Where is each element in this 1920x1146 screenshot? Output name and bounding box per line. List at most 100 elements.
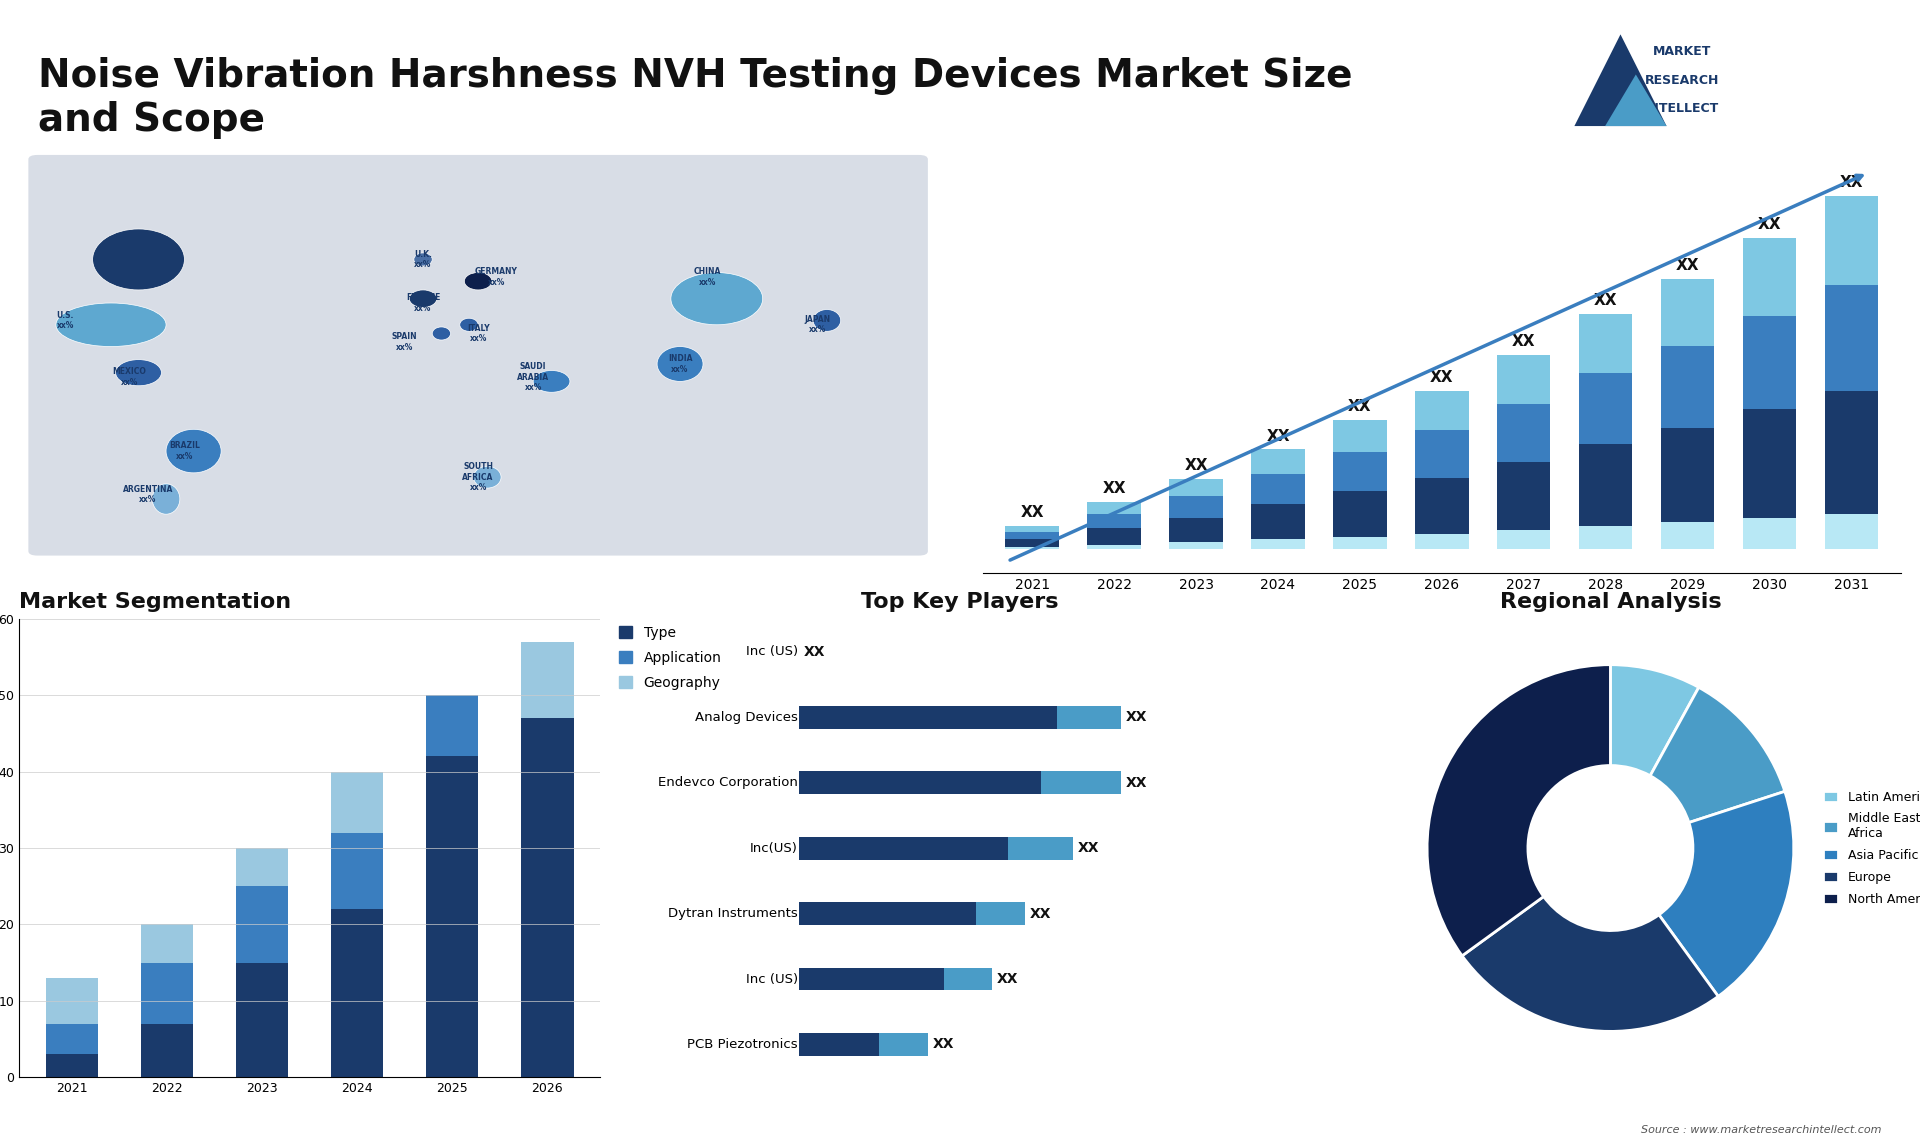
Text: XX: XX [1265,429,1290,444]
Bar [1008,837,1073,860]
Text: XX: XX [804,644,826,659]
Bar [1006,539,1058,549]
Bar [140,925,194,963]
Bar [1252,540,1304,549]
Bar [1498,531,1551,549]
FancyBboxPatch shape [29,155,927,556]
Text: RESEARCH: RESEARCH [1645,73,1718,87]
Text: XX: XX [1127,776,1148,790]
Bar [1169,479,1223,496]
Bar [1041,771,1121,794]
Wedge shape [1611,665,1699,776]
Bar [945,967,993,990]
Text: Source : www.marketresearchintellect.com: Source : www.marketresearchintellect.com [1642,1124,1882,1135]
Bar [799,706,1056,729]
Bar [1006,526,1058,532]
Text: SPAIN
xx%: SPAIN xx% [392,332,417,352]
Ellipse shape [432,327,451,340]
Bar [1743,518,1797,549]
Text: XX: XX [933,1037,954,1052]
Bar [1743,315,1797,409]
Bar [520,642,574,719]
Text: XX: XX [1127,711,1148,724]
Text: SOUTH
AFRICA
xx%: SOUTH AFRICA xx% [463,462,493,492]
Bar [1087,528,1140,549]
Text: XX: XX [996,972,1020,986]
Bar [1056,706,1121,729]
Bar [1332,492,1386,549]
Bar [1826,196,1878,284]
Text: CHINA
xx%: CHINA xx% [693,267,722,286]
Bar [1169,518,1223,549]
Text: Inc (US): Inc (US) [745,645,799,658]
Bar [1087,515,1140,528]
Text: XX: XX [1185,458,1208,473]
Text: SAUDI
ARABIA
xx%: SAUDI ARABIA xx% [516,362,549,392]
Bar [46,1054,98,1077]
Bar [1826,284,1878,391]
Ellipse shape [465,273,492,290]
Text: Market Segmentation: Market Segmentation [19,591,292,612]
Bar [975,902,1025,925]
Text: Endevco Corporation: Endevco Corporation [659,776,799,790]
Bar [1332,453,1386,492]
Text: XX: XX [1077,841,1100,855]
Bar [1661,346,1715,427]
Text: Analog Devices: Analog Devices [695,711,799,723]
Ellipse shape [165,430,221,473]
Text: XX: XX [1759,217,1782,231]
Text: XX: XX [1430,370,1453,385]
Bar [426,696,478,756]
Bar [1169,542,1223,549]
Bar [140,963,194,1023]
Text: XX: XX [1513,335,1536,350]
Ellipse shape [92,229,184,290]
Ellipse shape [56,303,165,346]
Wedge shape [1427,665,1611,956]
Bar [1087,502,1140,515]
Bar [1169,496,1223,518]
Title: Top Key Players: Top Key Players [862,591,1058,612]
Text: XX: XX [1348,399,1371,414]
Text: GERMANY
xx%: GERMANY xx% [474,267,518,286]
Text: CANADA
xx%: CANADA xx% [111,250,148,269]
Text: FRANCE
xx%: FRANCE xx% [405,293,440,313]
Text: XX: XX [1020,505,1044,520]
Ellipse shape [814,309,841,331]
Bar [1578,526,1632,549]
Text: U.S.
xx%: U.S. xx% [56,311,73,330]
Text: Inc (US): Inc (US) [745,973,799,986]
Bar [799,837,1008,860]
Wedge shape [1649,688,1786,823]
Bar [1415,478,1469,549]
Bar [1826,391,1878,549]
Bar [1498,462,1551,549]
Bar [236,848,288,886]
Bar [140,1023,194,1077]
Bar [879,1033,927,1055]
Bar [330,909,384,1077]
Bar [1826,515,1878,549]
Bar [520,719,574,1077]
Bar [46,978,98,1023]
Bar [1661,523,1715,549]
Wedge shape [1463,896,1718,1031]
Ellipse shape [409,290,438,307]
Text: Dytran Instruments: Dytran Instruments [668,906,799,920]
Text: BRAZIL
xx%: BRAZIL xx% [169,441,200,461]
Bar [799,902,975,925]
Text: XX: XX [1594,293,1617,308]
Bar [1252,474,1304,504]
Bar [330,833,384,909]
Bar [236,886,288,963]
Text: INDIA
xx%: INDIA xx% [668,354,693,374]
Ellipse shape [152,484,180,515]
Text: XX: XX [1839,175,1864,190]
Legend: Latin America, Middle East &
Africa, Asia Pacific, Europe, North America: Latin America, Middle East & Africa, Asi… [1822,791,1920,905]
Legend: Type, Application, Geography: Type, Application, Geography [618,626,722,690]
Ellipse shape [670,273,762,324]
Text: XX: XX [1676,258,1699,273]
Text: XX: XX [1029,906,1050,920]
Bar [799,967,945,990]
Bar [1415,534,1469,549]
